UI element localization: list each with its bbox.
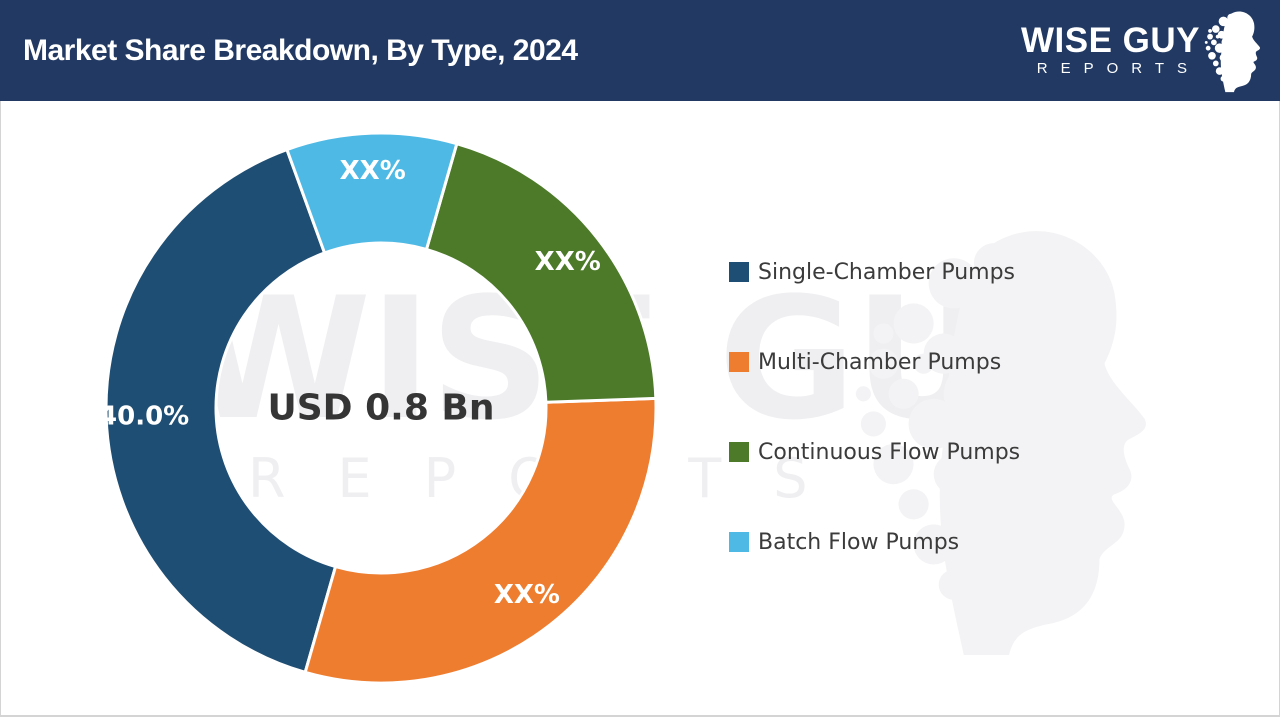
brand-logo: WISE GUY REPORTS bbox=[1021, 4, 1264, 97]
legend-swatch bbox=[729, 532, 749, 552]
chart-legend: Single-Chamber Pumps Multi-Chamber Pumps… bbox=[729, 227, 1020, 587]
slice-label-2: XX% bbox=[494, 580, 560, 610]
logo-sub-text: REPORTS bbox=[1036, 60, 1200, 77]
donut-center-value: USD 0.8 Bn bbox=[268, 388, 495, 429]
legend-item: Multi-Chamber Pumps bbox=[729, 317, 1020, 407]
donut-segment-1 bbox=[104, 148, 338, 674]
legend-label: Batch Flow Pumps bbox=[758, 529, 960, 555]
legend-swatch bbox=[729, 262, 749, 282]
donut-segment-3 bbox=[424, 142, 658, 404]
header-bar: Market Share Breakdown, By Type, 2024 WI… bbox=[0, 0, 1280, 101]
donut-chart: 40.0% XX% XX% XX% USD 0.8 Bn bbox=[99, 131, 658, 685]
page-title: Market Share Breakdown, By Type, 2024 bbox=[23, 33, 578, 67]
slice-label-1: 40.0% bbox=[99, 401, 189, 431]
legend-label: Single-Chamber Pumps bbox=[758, 259, 1016, 285]
legend-swatch bbox=[729, 442, 749, 462]
donut-segment-4 bbox=[285, 131, 459, 255]
dot-face-logo-icon bbox=[1202, 8, 1264, 94]
legend-item: Batch Flow Pumps bbox=[729, 497, 1020, 587]
slice-label-3: XX% bbox=[535, 247, 601, 277]
legend-swatch bbox=[729, 352, 749, 372]
chart-card: WISE GUY REPORTS 40.0%XX%XX%XX%USD 0.8 B… bbox=[0, 101, 1280, 717]
slice-label-4: XX% bbox=[340, 156, 406, 186]
legend-item: Single-Chamber Pumps bbox=[729, 227, 1020, 317]
donut-segment-2 bbox=[303, 396, 658, 685]
logo-brand-text: WISE GUY bbox=[1020, 21, 1200, 60]
legend-label: Continuous Flow Pumps bbox=[758, 439, 1021, 465]
legend-item: Continuous Flow Pumps bbox=[729, 407, 1020, 497]
legend-label: Multi-Chamber Pumps bbox=[758, 349, 1002, 375]
